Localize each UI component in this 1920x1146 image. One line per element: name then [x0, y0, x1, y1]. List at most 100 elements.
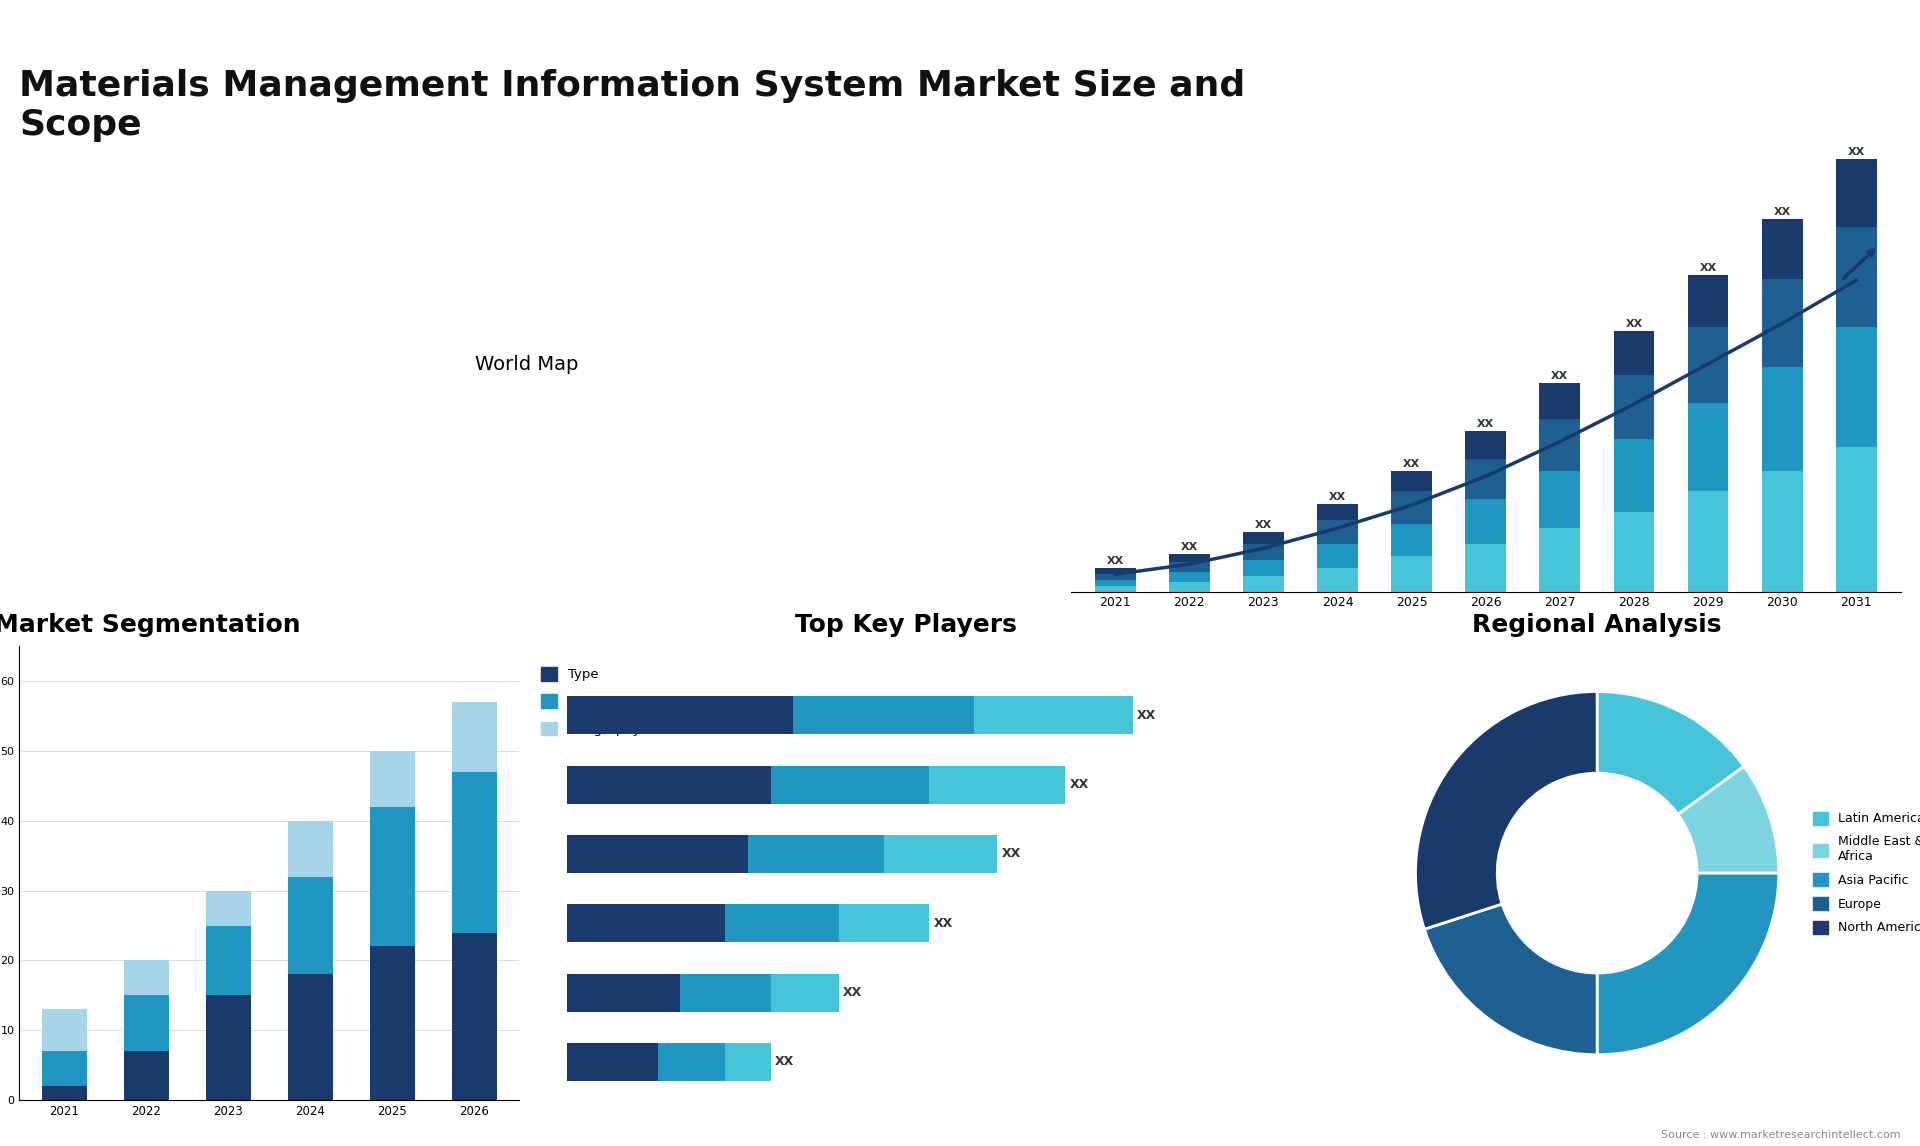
Bar: [1613, 331, 1655, 376]
Bar: [1540, 471, 1580, 527]
Bar: [1465, 431, 1505, 460]
Bar: [566, 766, 770, 803]
Bar: [566, 835, 749, 873]
Text: XX: XX: [843, 986, 862, 999]
Bar: [1317, 519, 1357, 543]
Bar: [1763, 471, 1803, 591]
Wedge shape: [1415, 691, 1597, 929]
Bar: [1613, 511, 1655, 591]
Bar: [1465, 543, 1505, 591]
Legend: Latin America, Middle East &
Africa, Asia Pacific, Europe, North America: Latin America, Middle East & Africa, Asi…: [1809, 807, 1920, 940]
Bar: [973, 697, 1133, 735]
Bar: [1540, 527, 1580, 591]
Bar: [371, 807, 415, 947]
Bar: [1613, 376, 1655, 439]
Text: Source : www.marketresearchintellect.com: Source : www.marketresearchintellect.com: [1661, 1130, 1901, 1140]
Text: MARKET: MARKET: [1709, 49, 1766, 62]
Text: XX: XX: [1476, 419, 1494, 430]
Bar: [1392, 492, 1432, 524]
Bar: [1540, 419, 1580, 471]
Bar: [1169, 572, 1210, 581]
Bar: [1392, 556, 1432, 591]
Bar: [1242, 532, 1284, 543]
Wedge shape: [1425, 904, 1597, 1054]
Bar: [371, 947, 415, 1100]
Bar: [1094, 567, 1135, 574]
Text: XX: XX: [933, 917, 952, 929]
Bar: [566, 904, 726, 942]
Bar: [288, 821, 332, 877]
Bar: [205, 890, 252, 926]
Bar: [1836, 328, 1876, 447]
Bar: [770, 973, 839, 1012]
Text: XX: XX: [1069, 778, 1089, 791]
Text: XX: XX: [1774, 207, 1791, 218]
Wedge shape: [1597, 691, 1743, 815]
Text: XX: XX: [1404, 460, 1421, 470]
Bar: [566, 697, 793, 735]
Bar: [1836, 447, 1876, 591]
Bar: [1688, 492, 1728, 591]
Wedge shape: [1678, 767, 1778, 873]
Bar: [1392, 524, 1432, 556]
Bar: [1169, 581, 1210, 591]
Bar: [1836, 227, 1876, 328]
Bar: [1169, 554, 1210, 562]
Text: XX: XX: [1256, 519, 1273, 529]
Bar: [1317, 543, 1357, 567]
Title: Top Key Players: Top Key Players: [795, 613, 1018, 637]
Text: XX: XX: [1626, 320, 1644, 329]
Bar: [1763, 219, 1803, 280]
Bar: [451, 702, 497, 771]
Bar: [451, 771, 497, 933]
Text: XX: XX: [1002, 848, 1021, 861]
Bar: [1242, 543, 1284, 559]
Bar: [1688, 275, 1728, 328]
Bar: [125, 996, 169, 1051]
Bar: [1242, 575, 1284, 591]
Bar: [883, 835, 996, 873]
Bar: [1465, 500, 1505, 543]
Bar: [1094, 574, 1135, 580]
Title: Regional Analysis: Regional Analysis: [1473, 613, 1722, 637]
Bar: [1169, 562, 1210, 572]
Bar: [1763, 280, 1803, 368]
Bar: [288, 877, 332, 974]
Bar: [1540, 384, 1580, 419]
Text: XX: XX: [1329, 492, 1346, 502]
Bar: [1317, 503, 1357, 519]
Bar: [929, 766, 1066, 803]
Bar: [1317, 567, 1357, 591]
Bar: [1688, 403, 1728, 492]
Text: World Map: World Map: [474, 355, 578, 374]
Bar: [1836, 159, 1876, 227]
Text: XX: XX: [1699, 264, 1716, 273]
Text: XX: XX: [1847, 147, 1864, 157]
Bar: [1242, 559, 1284, 575]
Bar: [1688, 328, 1728, 403]
Bar: [749, 835, 883, 873]
Bar: [1763, 368, 1803, 471]
Text: Market Segmentation: Market Segmentation: [0, 613, 301, 637]
Bar: [566, 973, 680, 1012]
Bar: [657, 1043, 726, 1081]
Text: RESEARCH: RESEARCH: [1701, 74, 1774, 87]
Text: XX: XX: [776, 1055, 795, 1068]
Bar: [566, 1043, 657, 1081]
Bar: [125, 960, 169, 996]
Bar: [1094, 580, 1135, 586]
Bar: [726, 904, 839, 942]
Bar: [1465, 460, 1505, 500]
Text: INTELLECT: INTELLECT: [1701, 100, 1774, 112]
Bar: [371, 751, 415, 807]
Bar: [42, 1086, 86, 1100]
Bar: [205, 926, 252, 996]
Bar: [1613, 439, 1655, 511]
Text: XX: XX: [1137, 709, 1156, 722]
Bar: [726, 1043, 770, 1081]
Text: XX: XX: [1551, 371, 1569, 382]
Text: Materials Management Information System Market Size and
Scope: Materials Management Information System …: [19, 69, 1246, 142]
Bar: [125, 1051, 169, 1100]
Bar: [1392, 471, 1432, 492]
Wedge shape: [1597, 873, 1778, 1054]
